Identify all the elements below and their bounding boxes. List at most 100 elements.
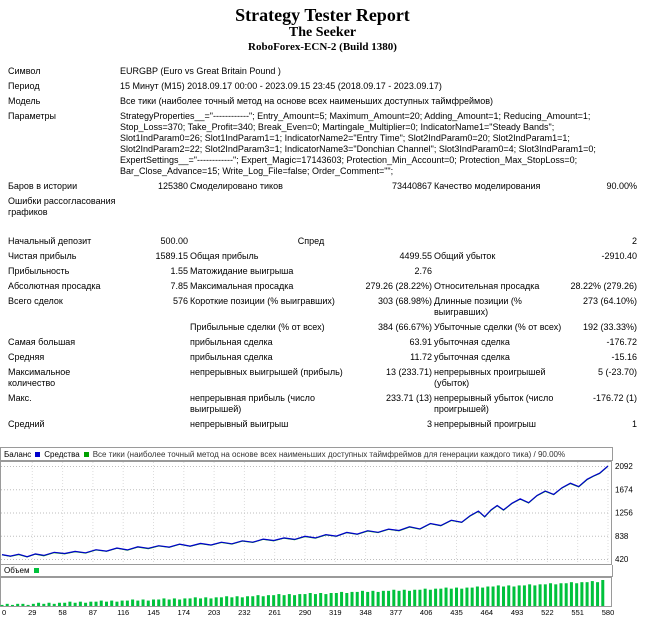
volume-bar: [10, 604, 14, 606]
volume-bar: [99, 600, 103, 606]
x-axis-tick-label: 377: [389, 608, 403, 617]
stat-value: [565, 263, 639, 278]
x-axis-tick-label: 319: [329, 608, 342, 617]
volume-bar: [230, 597, 234, 606]
volume-bar: [569, 582, 573, 606]
volume-bar: [371, 590, 375, 606]
stats-row: Средний непрерывный выигрыш 3 непрерывный п…: [8, 416, 639, 431]
y-axis-tick-label: 1256: [615, 509, 633, 518]
volume-bar: [475, 586, 479, 606]
stats-row: Начальный депозит 500.00 Спред 2: [8, 233, 639, 248]
volume-bar: [89, 601, 93, 606]
stat-value: 28.22% (279.26): [570, 281, 638, 291]
volume-bar: [21, 603, 25, 606]
volume-chart: [0, 577, 612, 607]
volume-bar: [141, 599, 145, 606]
stat-value: 500.00: [160, 236, 188, 246]
volume-bar: [120, 600, 124, 606]
volume-bar: [575, 583, 579, 606]
stat-label: непрерывная прибыль (число выигрышей): [190, 393, 316, 414]
volume-bar: [235, 596, 239, 606]
volume-bar: [538, 584, 542, 606]
volume-bar: [423, 588, 427, 606]
volume-bar: [407, 590, 411, 606]
report-header: Strategy Tester Report The Seeker RoboFo…: [0, 0, 645, 54]
stat-label: Период: [8, 81, 40, 91]
legend-info: Все тики (наиболее точный метод на основ…: [92, 449, 566, 459]
volume-bar: [146, 600, 150, 606]
balance-line: [1, 465, 609, 558]
volume-bar: [397, 590, 401, 606]
volume-bar: [52, 603, 56, 606]
stat-label: Баров в истории: [8, 181, 78, 191]
volume-bar: [355, 591, 359, 606]
volume-bar: [439, 588, 443, 606]
volume-bar: [115, 601, 119, 606]
stat-value: Все тики (наиболее точный метод на основ…: [120, 96, 493, 106]
stat-label: Относительная просадка: [434, 281, 540, 291]
volume-bar: [528, 584, 532, 606]
stat-label: Параметры: [8, 111, 56, 121]
stats-row: Прибыльность 1.55 Матожидание выигрыша 2.76: [8, 263, 639, 278]
stat-value: -176.72 (1): [592, 393, 638, 403]
x-axis-tick-label: 174: [177, 608, 191, 617]
stat-label: Самая большая: [8, 337, 76, 347]
volume-bar: [26, 604, 30, 606]
stat-value: 2: [632, 236, 638, 246]
x-axis-tick-label: 232: [238, 608, 251, 617]
stat-value: 233.71 (13): [385, 393, 432, 403]
volume-bar: [303, 594, 307, 606]
balance-swatch-icon: [35, 451, 41, 457]
stats-row: Баров в истории 125380 Смоделировано тиков…: [8, 178, 639, 193]
volume-bar: [287, 594, 291, 606]
volume-bar: [496, 585, 500, 606]
volume-bar: [580, 582, 584, 606]
stat-value: -15.16: [611, 352, 638, 362]
x-axis-tick-label: 580: [601, 608, 615, 617]
chart-legend: Баланс Средства Все тики (наиболее точны…: [0, 447, 613, 461]
x-axis-tick-label: 406: [419, 608, 433, 617]
legend-balance-label: Баланс: [4, 449, 32, 459]
volume-bar: [256, 595, 260, 606]
x-axis-tick-label: 145: [147, 608, 160, 617]
stat-label: Максимальное количество: [8, 367, 71, 388]
x-axis-tick-label: 29: [28, 608, 37, 617]
stat-label: Прибыльные сделки (% от всех): [190, 322, 325, 332]
stat-value: 90.00%: [606, 181, 638, 191]
volume-bar: [204, 597, 208, 606]
stat-value: -176.72: [606, 337, 638, 347]
volume-bar: [366, 591, 370, 606]
stat-label: Модель: [8, 96, 41, 106]
y-axis-tick-label: 420: [615, 555, 629, 564]
volume-bar: [564, 583, 568, 606]
x-axis-tick-label: 0: [2, 608, 7, 617]
stats-row: Макс. непрерывная прибыль (число выигрыше…: [8, 390, 639, 416]
stat-label: Спред: [297, 236, 325, 246]
volume-bar: [214, 597, 218, 606]
volume-bar: [246, 596, 250, 606]
stat-label: Средний: [8, 419, 45, 429]
volume-bar: [5, 603, 9, 606]
stats-row: Символ EURGBP (Euro vs Great Britain Poun…: [8, 63, 639, 78]
volume-bar: [125, 600, 129, 606]
volume-bar: [402, 589, 406, 606]
stat-label: убыточная сделка: [434, 352, 510, 362]
stat-value: [120, 319, 190, 334]
volume-bar: [73, 602, 77, 606]
volume-bar: [387, 590, 391, 606]
volume-bar: [47, 602, 51, 606]
volume-bar: [428, 589, 432, 606]
x-axis-tick-label: 435: [450, 608, 463, 617]
x-axis-tick-label: 87: [88, 608, 98, 617]
stat-label: Макс.: [8, 393, 32, 403]
volume-swatch-icon: [33, 568, 39, 573]
stat-value: [120, 364, 190, 390]
volume-bar: [465, 587, 469, 606]
volume-bar: [136, 600, 140, 606]
stats-table-body: Символ EURGBP (Euro vs Great Britain Poun…: [8, 63, 639, 431]
volume-bar: [193, 597, 197, 606]
stat-value: 5 (-23.70): [597, 367, 638, 377]
volume-bar: [418, 589, 422, 606]
volume-bar: [219, 597, 223, 606]
stat-value: StrategyProperties__="------------"; Ent…: [120, 111, 596, 176]
